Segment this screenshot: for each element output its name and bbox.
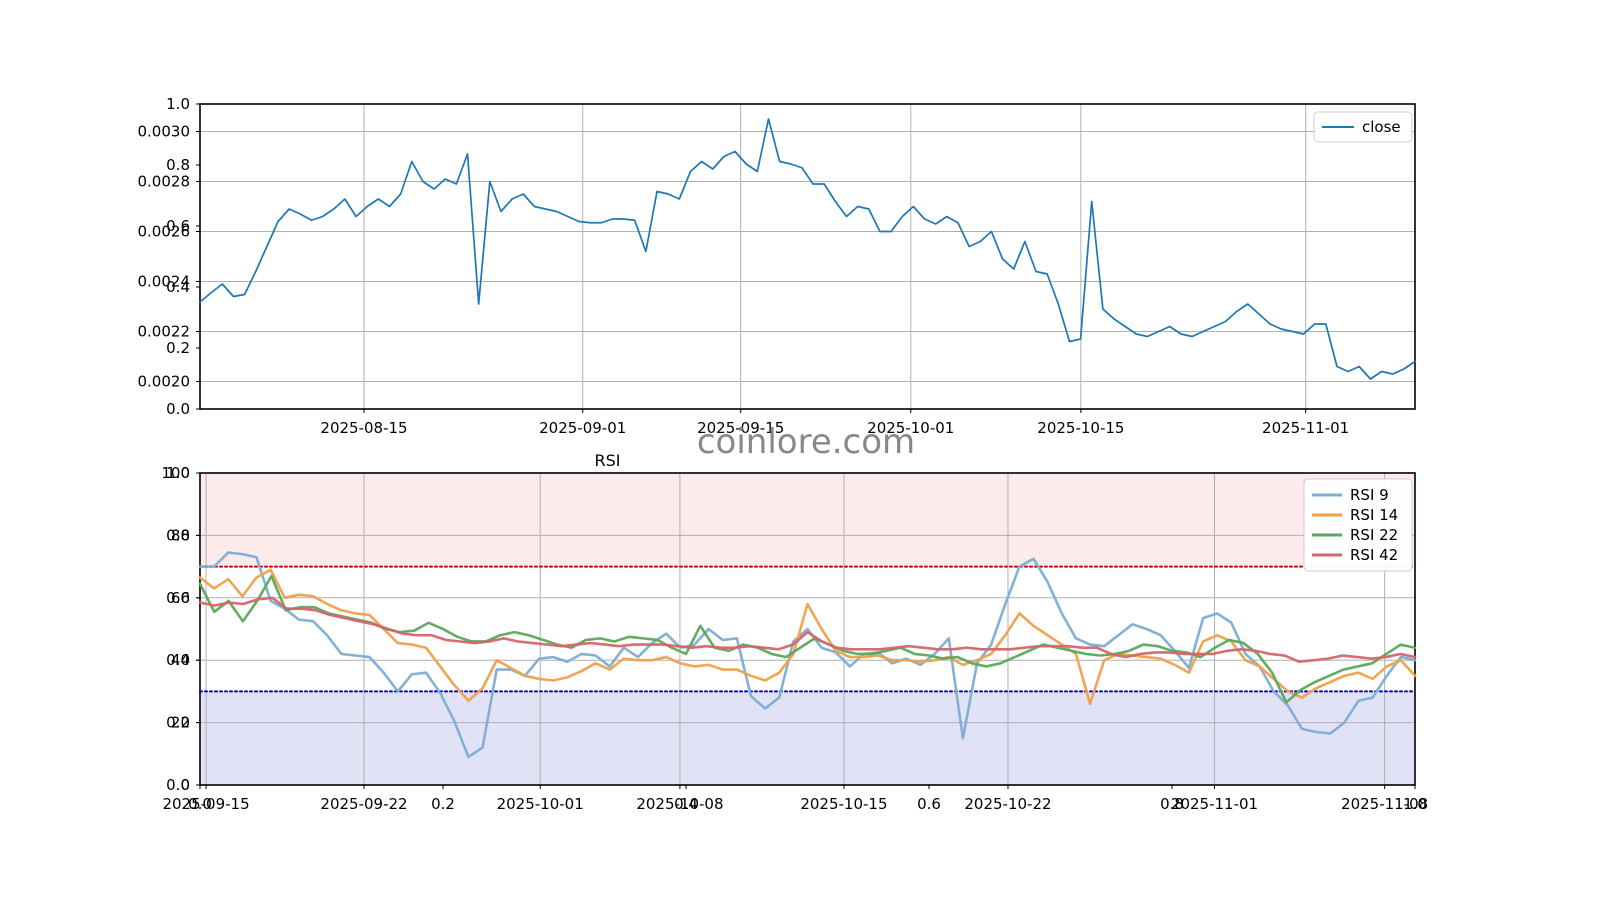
price-xtick-label-0: 2025-08-15 [320, 419, 407, 437]
price-ytick-label-4: 0.0028 [138, 173, 191, 191]
price-xtick-label-5: 2025-11-01 [1262, 419, 1349, 437]
price-sec-ytick-label-4: 0.8 [166, 156, 190, 174]
price-ytick-label-5: 0.0030 [138, 123, 191, 141]
price-ytick-label-2: 0.0024 [138, 273, 191, 291]
rsi-sec-ytick-label-0: 0.0 [166, 776, 190, 794]
price-sec-ytick-label-0: 0.0 [166, 400, 190, 418]
rsi-legend-label-rsi-9: RSI 9 [1350, 486, 1389, 504]
price-legend-box [1313, 111, 1413, 143]
rsi-xtick-label-7: 2025-11-08 [1341, 795, 1428, 813]
rsi-xtick-label-3: 2025-10-08 [636, 795, 723, 813]
rsi-band-oversold [200, 691, 1415, 785]
price-xtick-label-2: 2025-09-15 [697, 419, 784, 437]
rsi-series-line-rsi-42 [198, 596, 1417, 664]
rsi-xtick-label-6: 2025-11-01 [1171, 795, 1258, 813]
coinlore-watermark: coinlore.com [697, 422, 915, 462]
rsi-xtick-label-0: 2025-09-15 [162, 795, 249, 813]
rsi-sec-xtick-label-0: 0.0 [188, 795, 212, 813]
price-ytick-label-1: 0.0022 [138, 323, 191, 341]
rsi-ytick-label-5: 100 [161, 464, 190, 482]
price-xtick-label-4: 2025-10-15 [1037, 419, 1124, 437]
price-sec-ytick-label-5: 1.0 [166, 95, 190, 113]
price-axes-frame [199, 103, 1416, 410]
rsi-sec-ytick-label-2: 0.4 [166, 651, 190, 669]
price-ytick-label-3: 0.0026 [138, 223, 191, 241]
rsi-sec-xtick-label-3: 0.6 [917, 795, 941, 813]
price-sec-ytick-label-1: 0.2 [166, 339, 190, 357]
rsi-legend-label-rsi-22: RSI 22 [1350, 526, 1398, 544]
rsi-ytick-label-1: 20 [171, 714, 190, 732]
price-xtick-label-3: 2025-10-01 [867, 419, 954, 437]
price-legend-label-close: close [1362, 118, 1401, 136]
rsi-sec-ytick-label-1: 0.2 [166, 714, 190, 732]
rsi-panel-title: RSI [595, 451, 621, 470]
rsi-ytick-label-0: 0 [180, 776, 190, 794]
rsi-legend-box [1303, 478, 1413, 572]
rsi-xtick-label-5: 2025-10-22 [964, 795, 1051, 813]
rsi-legend-label-rsi-42: RSI 42 [1350, 546, 1398, 564]
rsi-axes-frame [199, 472, 1416, 786]
rsi-sec-ytick-label-3: 0.6 [166, 589, 190, 607]
rsi-xtick-label-2: 2025-10-01 [497, 795, 584, 813]
rsi-xtick-label-1: 2025-09-22 [320, 795, 407, 813]
rsi-ytick-label-2: 40 [171, 651, 190, 669]
rsi-sec-xtick-label-2: 0.4 [674, 795, 698, 813]
price-sec-ytick-label-2: 0.4 [166, 278, 190, 296]
rsi-series-line-rsi-14 [198, 568, 1417, 706]
rsi-series-line-rsi-22 [198, 574, 1417, 704]
price-xtick-label-1: 2025-09-01 [539, 419, 626, 437]
rsi-sec-ytick-label-4: 0.8 [166, 526, 190, 544]
price-ytick-label-0: 0.0020 [138, 373, 191, 391]
rsi-band-overbought [200, 473, 1415, 567]
rsi-legend-label-rsi-14: RSI 14 [1350, 506, 1398, 524]
rsi-ytick-label-3: 60 [171, 589, 190, 607]
rsi-xtick-label-4: 2025-10-15 [800, 795, 887, 813]
rsi-ytick-label-4: 80 [171, 526, 190, 544]
price-close-line [199, 118, 1416, 380]
rsi-sec-xtick-label-4: 0.8 [1160, 795, 1184, 813]
rsi-sec-ytick-label-5: 1.0 [166, 464, 190, 482]
rsi-sec-xtick-label-5: 1.0 [1403, 795, 1427, 813]
rsi-series-line-rsi-9 [198, 551, 1417, 759]
price-sec-ytick-label-3: 0.6 [166, 217, 190, 235]
rsi-sec-xtick-label-1: 0.2 [431, 795, 455, 813]
